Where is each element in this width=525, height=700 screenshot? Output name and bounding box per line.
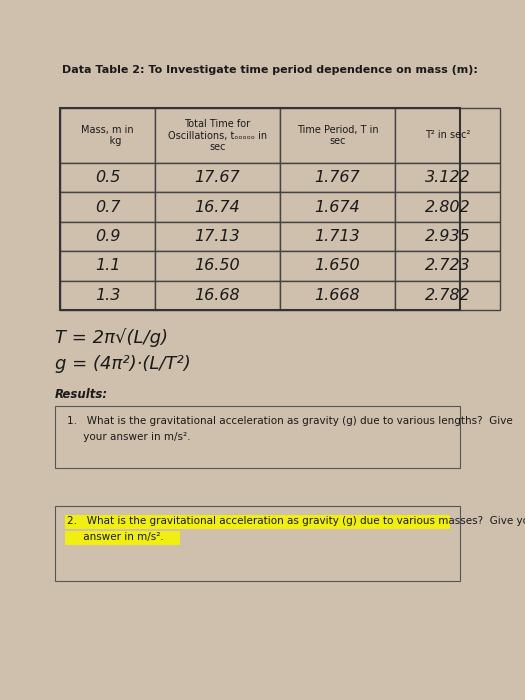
Text: 16.74: 16.74 <box>195 199 240 215</box>
Bar <box>395 281 500 310</box>
Text: your answer in m/s².: your answer in m/s². <box>67 432 191 442</box>
Text: 0.7: 0.7 <box>95 199 120 215</box>
Text: 3.122: 3.122 <box>425 170 470 186</box>
Text: 0.9: 0.9 <box>95 229 120 244</box>
Text: answer in m/s².: answer in m/s². <box>67 532 164 542</box>
Text: 2.802: 2.802 <box>425 199 470 215</box>
Bar <box>155 108 280 163</box>
Text: 16.50: 16.50 <box>195 258 240 274</box>
Bar <box>280 281 395 310</box>
Text: 2.935: 2.935 <box>425 229 470 244</box>
Bar <box>155 222 280 251</box>
Text: Results:: Results: <box>55 388 108 401</box>
Bar <box>395 222 500 251</box>
Bar <box>60 281 155 310</box>
Bar <box>60 163 155 193</box>
Text: 2.723: 2.723 <box>425 258 470 274</box>
Text: 1.3: 1.3 <box>95 288 120 303</box>
Bar <box>395 251 500 281</box>
Text: Total Time for
Oscillations, tₒₒₒₒₒ in
sec: Total Time for Oscillations, tₒₒₒₒₒ in s… <box>168 119 267 152</box>
Text: 16.68: 16.68 <box>195 288 240 303</box>
Text: Time Period, T in
sec: Time Period, T in sec <box>297 125 379 146</box>
Bar <box>65 515 450 529</box>
Text: Data Table 2: To Investigate time period dependence on mass (m):: Data Table 2: To Investigate time period… <box>62 65 478 75</box>
Bar <box>395 163 500 193</box>
Text: 1.668: 1.668 <box>314 288 360 303</box>
Bar <box>60 251 155 281</box>
Bar <box>60 193 155 222</box>
Bar <box>395 193 500 222</box>
Text: T = 2π√(L/g): T = 2π√(L/g) <box>55 328 168 346</box>
Text: 1.713: 1.713 <box>314 229 360 244</box>
Text: 17.67: 17.67 <box>195 170 240 186</box>
Bar <box>55 406 460 468</box>
Bar <box>280 251 395 281</box>
Bar <box>60 108 155 163</box>
Text: g = (4π²)·(L/T²): g = (4π²)·(L/T²) <box>55 355 191 373</box>
Text: T² in sec²: T² in sec² <box>425 130 470 141</box>
Bar <box>155 193 280 222</box>
Text: 1.767: 1.767 <box>314 170 360 186</box>
Bar <box>155 251 280 281</box>
Text: 1.1: 1.1 <box>95 258 120 274</box>
Text: 1.674: 1.674 <box>314 199 360 215</box>
Bar <box>55 506 460 581</box>
Bar <box>280 163 395 193</box>
Text: 2.782: 2.782 <box>425 288 470 303</box>
Bar <box>65 531 180 545</box>
Bar <box>280 108 395 163</box>
Bar <box>60 108 460 310</box>
Text: 0.5: 0.5 <box>95 170 120 186</box>
Text: 1.650: 1.650 <box>314 258 360 274</box>
Bar <box>60 222 155 251</box>
Bar <box>280 193 395 222</box>
Bar <box>395 108 500 163</box>
Text: Mass, m in
     kg: Mass, m in kg <box>81 125 134 146</box>
Bar <box>155 281 280 310</box>
Bar <box>280 222 395 251</box>
Text: 2.   What is the gravitational acceleration as gravity (g) due to various masses: 2. What is the gravitational acceleratio… <box>67 516 525 526</box>
Text: 1.   What is the gravitational acceleration as gravity (g) due to various length: 1. What is the gravitational acceleratio… <box>67 416 513 426</box>
Text: 17.13: 17.13 <box>195 229 240 244</box>
Bar <box>155 163 280 193</box>
